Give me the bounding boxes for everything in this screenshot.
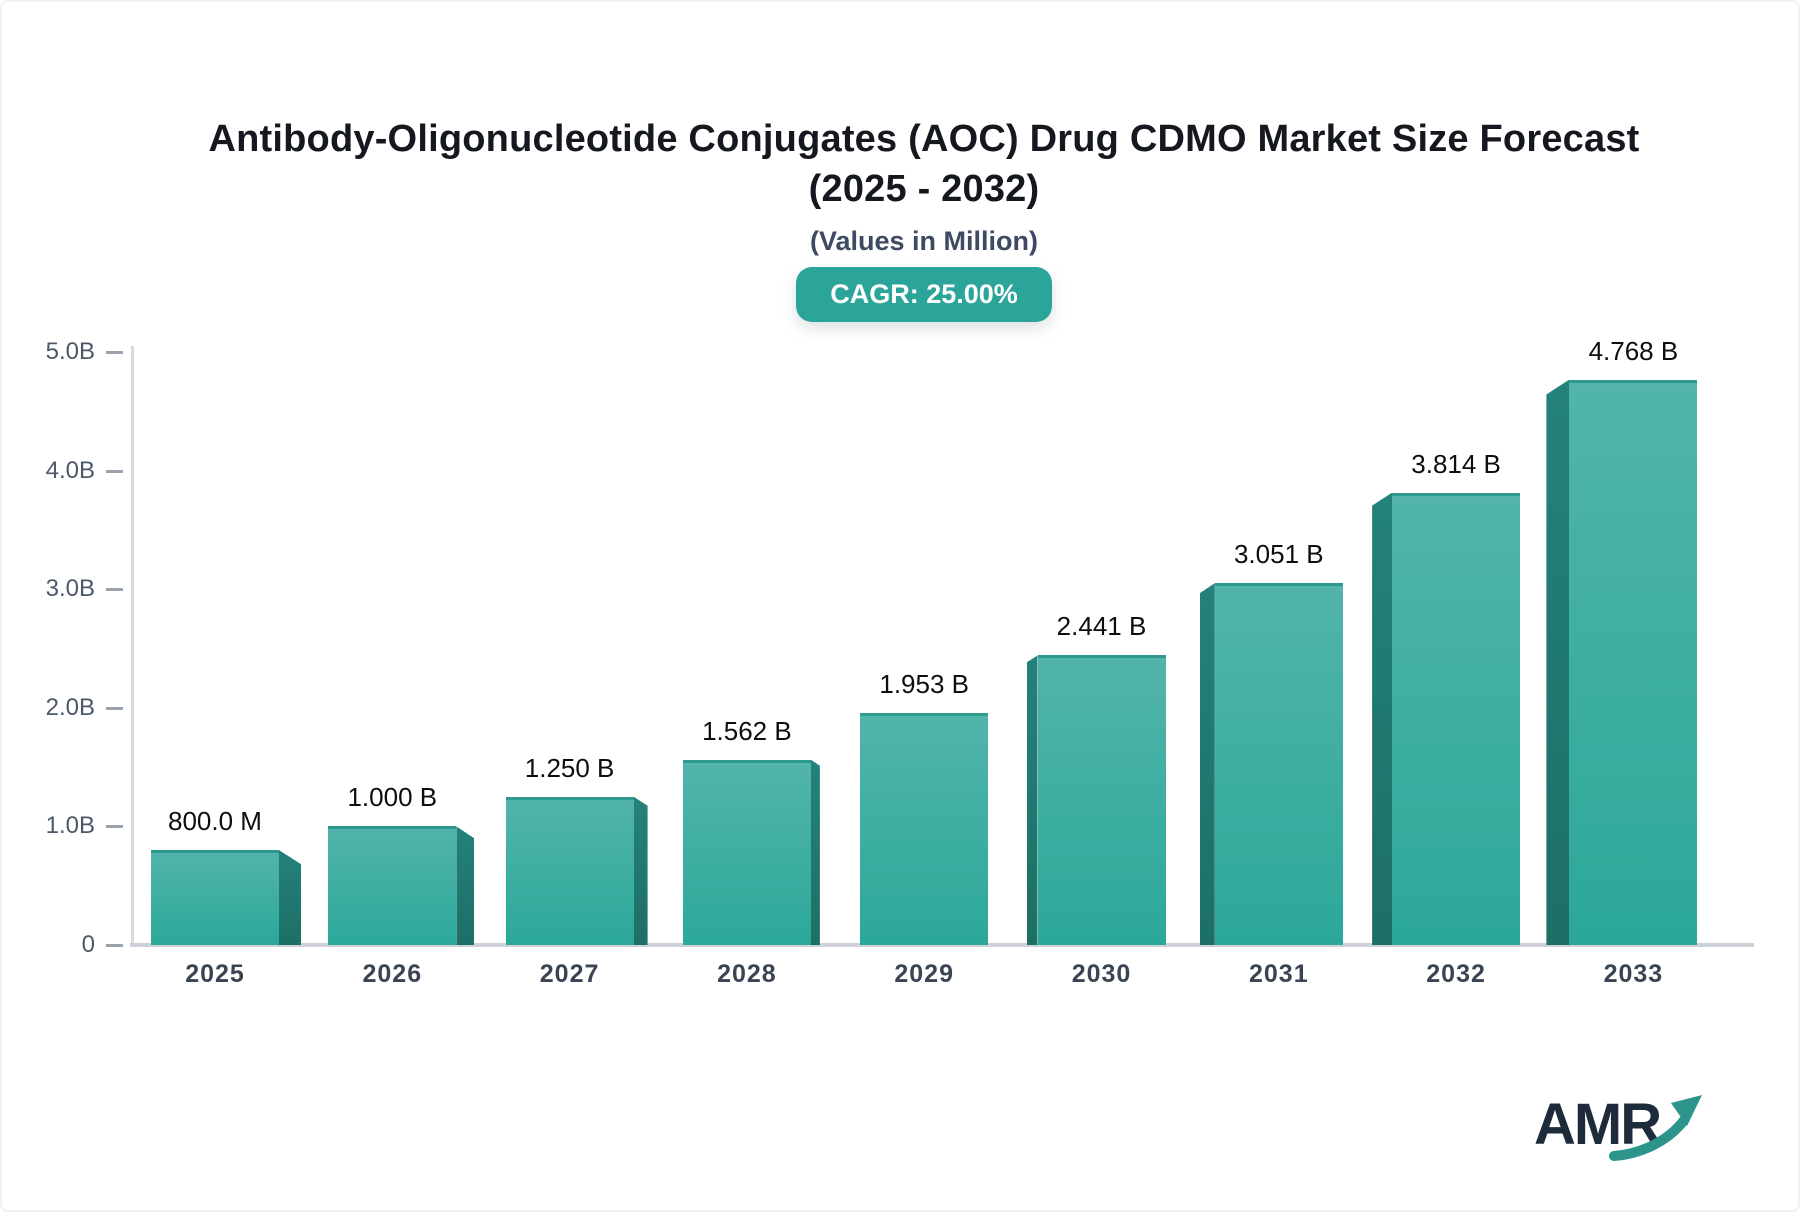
- amr-logo-arrow-swoosh: [1609, 1114, 1690, 1161]
- bar-2026: [328, 826, 457, 945]
- x-axis-label-2028: 2028: [717, 960, 777, 988]
- x-axis-label-2033: 2033: [1603, 960, 1664, 988]
- x-axis-label-2030: 2030: [1071, 960, 1132, 988]
- y-axis-tick-label: 5.0B: [45, 338, 95, 365]
- chart-title-line1: Antibody-Oligonucleotide Conjugates (AOC…: [208, 118, 1640, 160]
- bar-2028: [682, 759, 811, 945]
- y-axis-line: [131, 346, 134, 946]
- x-axis-label-2029: 2029: [894, 960, 954, 988]
- y-axis-tick-label: 0: [81, 931, 95, 958]
- bar-value-label-2032: 3.814 B: [1411, 448, 1501, 479]
- chart-title-line2: (2025 - 2032): [808, 168, 1040, 210]
- bar-2025: [151, 850, 279, 945]
- y-axis-tick-label: 3.0B: [45, 575, 95, 603]
- bar-value-label-2028: 1.562 B: [702, 715, 792, 746]
- bar-side-face-2030: [1026, 655, 1038, 945]
- bar-2030: [1037, 655, 1166, 945]
- bar-side-face-2031: [1199, 583, 1215, 945]
- bar-2029: [860, 713, 989, 945]
- bar-2031: [1214, 583, 1343, 945]
- y-axis-tick-mark: [106, 351, 123, 354]
- amr-logo-arrowhead-icon: [1671, 1095, 1702, 1126]
- bar-value-label-2027: 1.250 B: [524, 752, 615, 783]
- bar-2033: [1569, 379, 1698, 945]
- bar-value-label-2029: 1.953 B: [879, 669, 969, 700]
- x-axis-line: [130, 943, 1754, 947]
- bar-side-face-2032: [1372, 492, 1393, 945]
- x-axis-label-2025: 2025: [185, 960, 245, 988]
- x-axis-label-2032: 2032: [1426, 960, 1486, 988]
- y-axis-tick-mark: [106, 944, 123, 947]
- y-axis-tick-label: 4.0B: [45, 456, 95, 484]
- bar-value-label-2026: 1.000 B: [347, 782, 438, 813]
- y-axis-tick-mark: [106, 825, 123, 829]
- amr-logo: AMR: [1534, 1092, 1702, 1161]
- bar-side-face-2026: [456, 826, 475, 945]
- y-axis-tick-mark: [106, 469, 123, 473]
- bar-2032: [1392, 492, 1521, 945]
- bar-side-face-2033: [1546, 379, 1570, 945]
- y-axis-tick-label: 1.0B: [45, 812, 95, 840]
- x-axis-label-2026: 2026: [362, 960, 423, 988]
- bar-side-face-2027: [633, 796, 648, 945]
- bar-side-face-2028: [810, 759, 820, 945]
- bar-value-label-2033: 4.768 B: [1588, 335, 1679, 366]
- x-axis-label-2027: 2027: [539, 960, 600, 988]
- bar-2027: [505, 796, 634, 945]
- y-axis-tick-mark: [106, 588, 123, 592]
- chart-header: Antibody-Oligonucleotide Conjugates (AOC…: [46, 114, 1798, 322]
- cagr-badge: CAGR: 25.00%: [796, 267, 1052, 322]
- bar-side-face-2025: [279, 850, 301, 945]
- x-axis-label-2031: 2031: [1248, 960, 1309, 988]
- bar-value-label-2031: 3.051 B: [1233, 539, 1324, 570]
- y-axis-tick-label: 2.0B: [45, 693, 95, 721]
- bar-value-label-2030: 2.441 B: [1056, 611, 1147, 642]
- y-axis-tick-mark: [106, 706, 123, 710]
- bar-value-label-2025: 800.0 M: [168, 806, 262, 837]
- chart-subtitle: (Values in Million): [809, 226, 1039, 256]
